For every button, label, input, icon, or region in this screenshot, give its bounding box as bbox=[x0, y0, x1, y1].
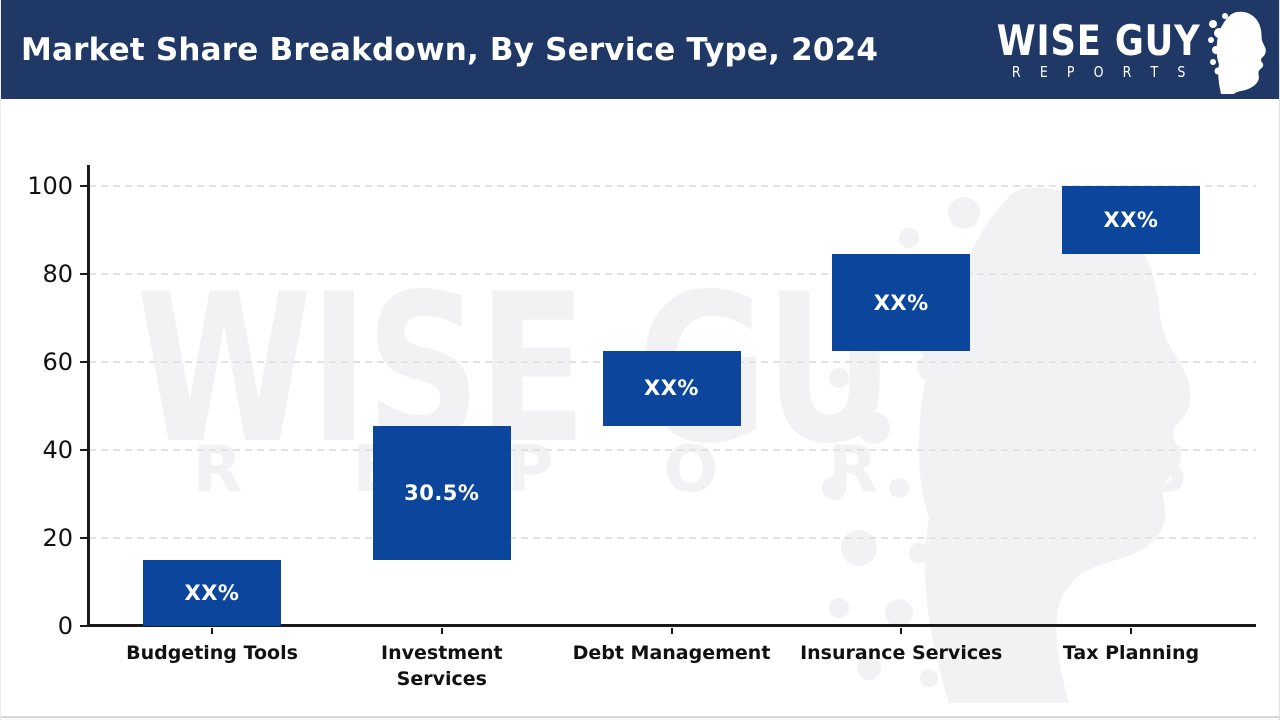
x-axis-line bbox=[87, 624, 1256, 627]
category-label-tax-planning: Tax Planning bbox=[1062, 642, 1200, 664]
y-axis-tick bbox=[80, 449, 89, 451]
x-axis-tick bbox=[440, 628, 443, 634]
category-label-investment: Investment Services bbox=[381, 642, 503, 690]
wise-guy-reports-logo: WISE GUY R E P O R T S bbox=[958, 0, 1267, 99]
bottom-border-line bbox=[1, 716, 1279, 718]
gridline-20 bbox=[89, 537, 1256, 539]
y-axis-tick-label: 100 bbox=[27, 172, 73, 200]
y-axis-tick-label: 60 bbox=[42, 348, 73, 376]
chart-plot-area: 0 20 40 60 80 100 XX% Budgeting Tools 30.5% Inves… bbox=[1, 99, 1279, 716]
bar-tax-planning: XX% bbox=[1062, 186, 1200, 255]
x-axis-tick bbox=[1130, 628, 1132, 634]
gridline-40 bbox=[89, 449, 1256, 451]
y-axis-tick-label: 40 bbox=[42, 436, 73, 464]
watermark-head-icon bbox=[822, 187, 1191, 703]
header-bar: Market Share Breakdown, By Service Type,… bbox=[1, 0, 1279, 99]
y-axis-tick bbox=[80, 185, 89, 187]
bar-investment: 30.5% bbox=[372, 425, 511, 560]
category-label-insurance-services: Insurance Services bbox=[800, 642, 1003, 664]
y-axis-tick bbox=[80, 625, 89, 627]
bottom-border-shadow bbox=[1, 718, 1279, 720]
page-title: Market Share Breakdown, By Service Type,… bbox=[21, 31, 879, 68]
gridline-80 bbox=[89, 273, 1256, 275]
bar-value-label-investment: 30.5% bbox=[404, 480, 480, 505]
category-label-debt-management: Debt Management bbox=[572, 642, 771, 664]
logo-line1: WISE GUY bbox=[997, 15, 1201, 65]
bar-insurance-services: XX% bbox=[832, 254, 971, 351]
x-axis-tick bbox=[670, 628, 673, 634]
y-axis-tick bbox=[80, 361, 89, 363]
logo-head-icon bbox=[1208, 11, 1266, 94]
category-label-budgeting-tools: Budgeting Tools bbox=[126, 642, 298, 664]
y-axis-line bbox=[87, 165, 90, 627]
bar-budgeting-tools: XX% bbox=[143, 560, 281, 626]
bar-value-label-tax-planning: XX% bbox=[1103, 208, 1159, 233]
x-axis-tick bbox=[211, 628, 213, 634]
y-axis-tick-label: 20 bbox=[42, 524, 73, 552]
logo-line2: R E P O R T S bbox=[1012, 62, 1194, 81]
x-axis-tick bbox=[900, 628, 903, 634]
bar-value-label-budgeting-tools: XX% bbox=[184, 581, 240, 605]
bar-value-label-debt-management: XX% bbox=[644, 376, 699, 401]
bar-debt-management: XX% bbox=[602, 351, 741, 426]
y-axis-tick-label: 80 bbox=[42, 260, 73, 288]
y-axis-tick bbox=[80, 273, 89, 275]
bar-value-label-insurance-services: XX% bbox=[873, 290, 929, 315]
y-axis-tick bbox=[80, 537, 89, 539]
logo-wordmark: WISE GUY R E P O R T S bbox=[997, 15, 1201, 81]
gridline-100 bbox=[89, 185, 1256, 187]
y-axis-tick-label: 0 bbox=[57, 612, 73, 640]
